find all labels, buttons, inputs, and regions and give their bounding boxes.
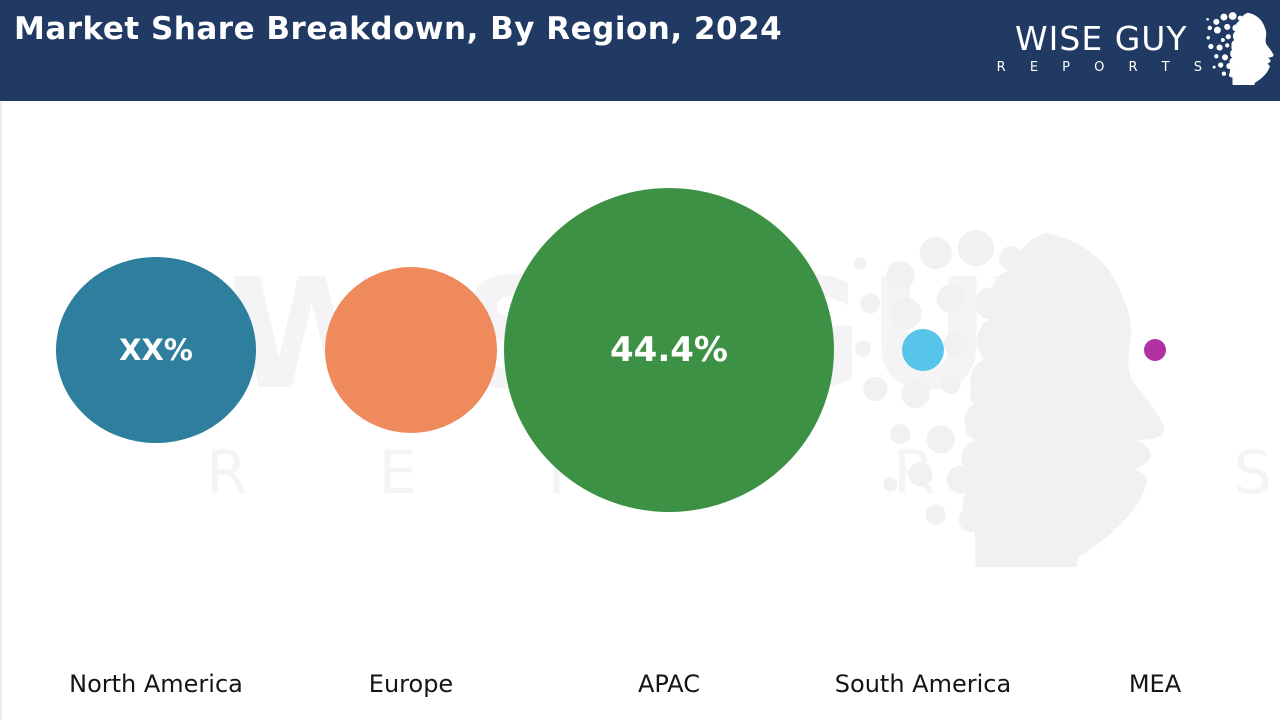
watermark-head-icon bbox=[825, 225, 1167, 567]
category-label-south-america: South America bbox=[834, 670, 1012, 698]
bubble-value-label-apac: 44.4% bbox=[610, 330, 728, 370]
bubble-apac: 44.4% bbox=[504, 188, 834, 512]
wise-guy-head-icon bbox=[1200, 5, 1274, 91]
header: Market Share Breakdown, By Region, 2024 … bbox=[0, 0, 1280, 101]
logo-name: WISE GUY bbox=[1015, 19, 1188, 59]
logo-tagline: R E P O R T S bbox=[996, 59, 1212, 75]
bubble-europe bbox=[325, 267, 497, 433]
logo-text: WISE GUY R E P O R T S bbox=[991, 19, 1212, 75]
bubble-mea bbox=[1144, 339, 1166, 361]
category-label-mea: MEA bbox=[1128, 670, 1182, 698]
page-title: Market Share Breakdown, By Region, 2024 bbox=[14, 11, 783, 47]
category-label-apac: APAC bbox=[637, 670, 701, 698]
bubble-north-america: XX% bbox=[56, 257, 256, 443]
bubble-south-america bbox=[902, 329, 944, 371]
category-label-europe: Europe bbox=[368, 670, 454, 698]
bubble-value-label-north-america: XX% bbox=[119, 333, 193, 367]
category-label-north-america: North America bbox=[69, 670, 243, 698]
chart-area: WISE GUY R E P O R T S XX%North AmericaE… bbox=[0, 101, 1280, 720]
wise-guy-logo: WISE GUY R E P O R T S bbox=[991, 5, 1274, 91]
